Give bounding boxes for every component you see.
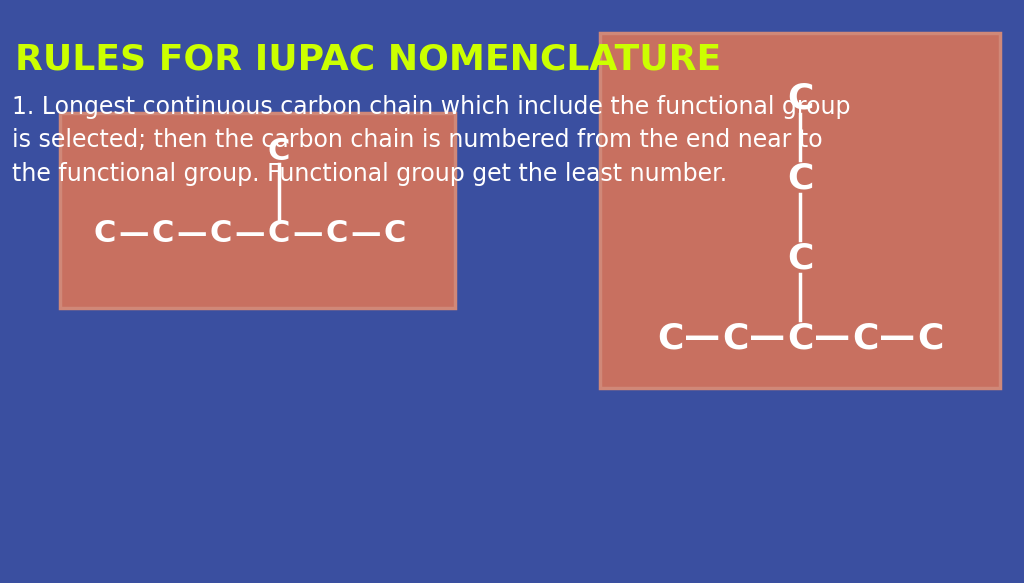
Text: C: C [786,81,813,115]
Text: —: — [880,321,915,355]
Bar [60,113,455,308]
Text: C: C [210,219,231,248]
Text: —: — [684,321,721,355]
Text: C: C [656,321,683,355]
Text: C: C [786,161,813,195]
Text: C: C [267,219,290,248]
Text: —: — [234,219,265,248]
Text: 1. Longest continuous carbon chain which include the functional group
is selecte: 1. Longest continuous carbon chain which… [12,95,851,186]
Text: —: — [176,219,207,248]
Text: C: C [786,241,813,275]
Text: —: — [350,219,381,248]
Text: C: C [383,219,406,248]
Text: C: C [326,219,348,248]
Bar [600,33,1000,388]
Text: C: C [722,321,749,355]
Text: C: C [852,321,879,355]
Text: C: C [93,219,116,248]
Text: —: — [119,219,148,248]
Text: RULES FOR IUPAC NOMENCLATURE: RULES FOR IUPAC NOMENCLATURE [15,43,721,77]
Text: C: C [916,321,943,355]
Text: —: — [814,321,851,355]
Text: —: — [750,321,785,355]
Text: C: C [267,138,290,167]
Text: C: C [152,219,174,248]
Text: C: C [786,321,813,355]
Text: —: — [292,219,323,248]
